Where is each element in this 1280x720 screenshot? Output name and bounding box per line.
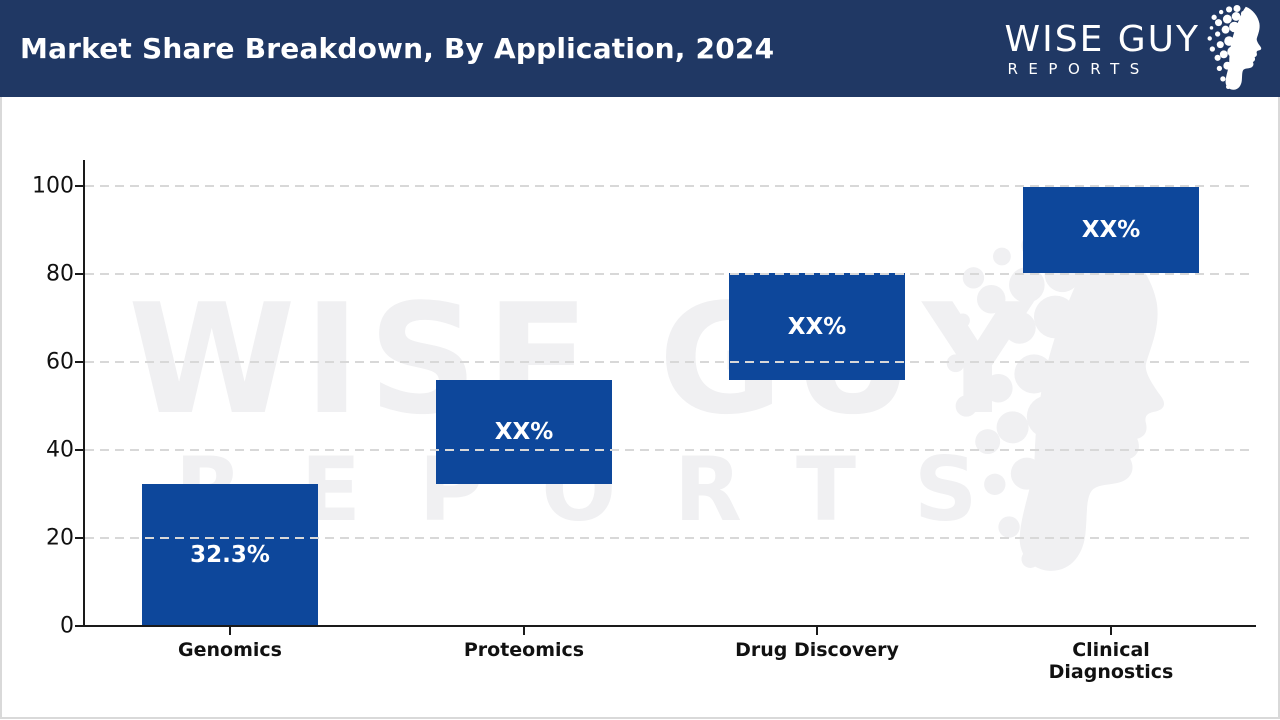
bar-genomics: 32.3% [142,484,318,626]
y-tick-mark [75,361,84,363]
header-bar: Market Share Breakdown, By Application, … [0,0,1280,97]
x-category-label: Drug Discovery [735,639,899,661]
logo-wordmark: WISE GUY [1004,18,1200,60]
y-tick-label: 80 [46,261,74,287]
y-tick-label: 40 [46,437,74,463]
x-category-label: Genomics [178,639,282,661]
page-title: Market Share Breakdown, By Application, … [20,32,775,65]
gridline-20 [85,537,1255,539]
logo-subtitle: REPORTS [1007,59,1150,78]
wise-guy-face-icon [1206,5,1268,93]
x-tick-mark [523,627,525,635]
y-axis-line [83,160,85,627]
bar-drug-discovery: XX% [729,273,905,380]
bar-value-label: 32.3% [190,542,270,568]
watermark-face-icon [942,228,1190,584]
y-tick-mark [75,625,84,627]
bar-clinical-diagnostics: XX% [1023,187,1199,273]
x-tick-mark [1110,627,1112,635]
x-tick-mark [816,627,818,635]
page-border-bottom [0,717,1280,719]
x-category-label: Clinical Diagnostics [1048,639,1174,683]
y-tick-label: 0 [60,613,74,639]
bar-proteomics: XX% [436,380,612,484]
x-category-label: Proteomics [463,639,585,661]
y-tick-mark [75,273,84,275]
x-tick-mark [229,627,231,635]
bar-value-label: XX% [787,313,847,340]
y-tick-label: 60 [46,349,74,375]
y-tick-mark [75,537,84,539]
gridline-60 [85,361,1255,363]
bar-value-label: XX% [494,419,554,445]
logo-text: WISE GUY REPORTS [1004,18,1201,78]
y-tick-mark [75,185,84,187]
bar-value-label: XX% [1081,217,1141,243]
gridline-80 [85,273,1255,275]
y-tick-label: 20 [46,525,74,551]
gridline-40 [85,449,1255,451]
x-axis-line [83,625,1256,627]
page-border-left [0,97,2,719]
gridline-100 [85,185,1255,187]
wise-guy-logo: WISE GUY REPORTS [1005,3,1269,95]
y-tick-mark [75,449,84,451]
y-tick-label: 100 [32,173,74,199]
